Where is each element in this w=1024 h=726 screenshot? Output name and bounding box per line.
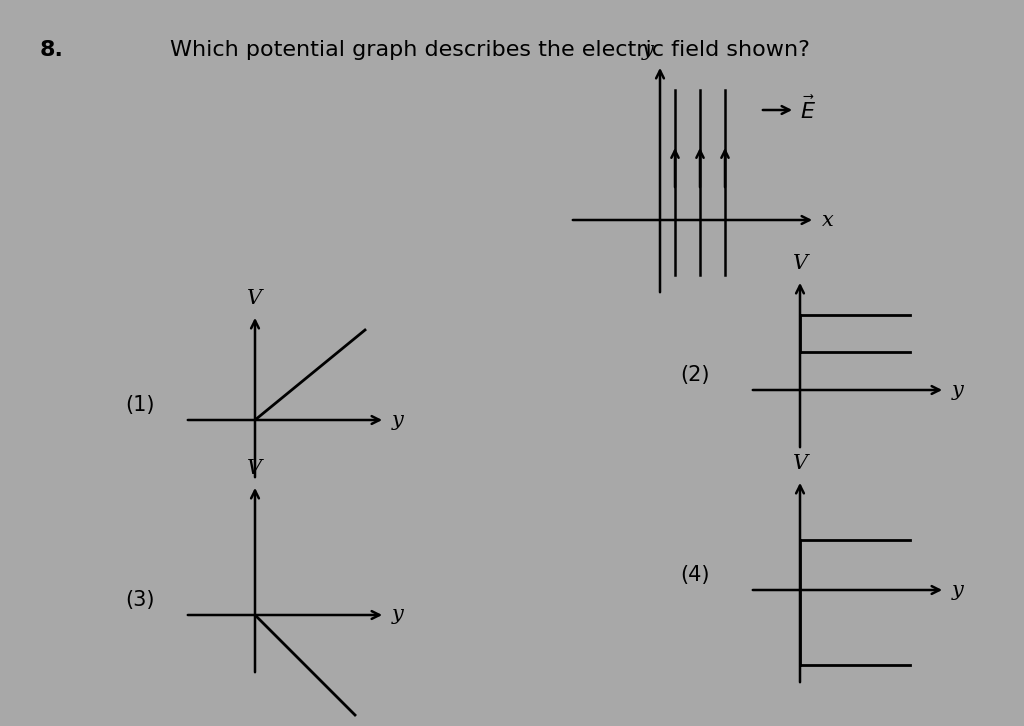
Text: y: y <box>642 41 654 60</box>
Text: y: y <box>952 581 964 600</box>
Text: (2): (2) <box>680 365 710 385</box>
Text: (4): (4) <box>680 565 710 585</box>
Text: $\vec{E}$: $\vec{E}$ <box>800 97 816 123</box>
Text: V: V <box>248 459 262 478</box>
Text: (3): (3) <box>125 590 155 610</box>
Text: (1): (1) <box>125 395 155 415</box>
Text: V: V <box>248 289 262 308</box>
Text: V: V <box>793 254 808 273</box>
Text: 8.: 8. <box>40 40 63 60</box>
Text: y: y <box>952 380 964 399</box>
Text: Which potential graph describes the electric field shown?: Which potential graph describes the elec… <box>170 40 810 60</box>
Text: y: y <box>392 410 403 430</box>
Text: x: x <box>822 211 834 229</box>
Text: V: V <box>793 454 808 473</box>
Text: y: y <box>392 605 403 624</box>
